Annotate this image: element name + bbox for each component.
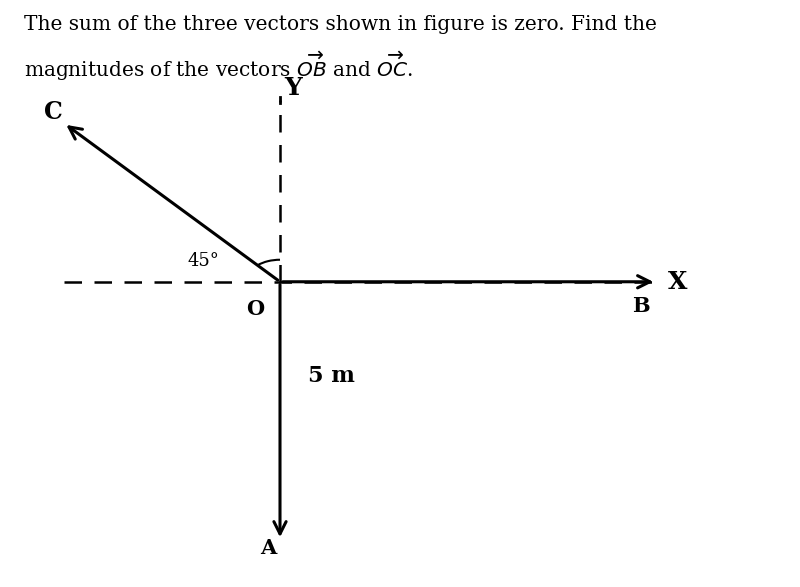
Text: C: C [44, 100, 62, 123]
Text: O: O [246, 299, 264, 319]
Text: The sum of the three vectors shown in figure is zero. Find the: The sum of the three vectors shown in fi… [24, 15, 657, 33]
Text: magnitudes of the vectors $\overrightarrow{OB}$ and $\overrightarrow{OC}$.: magnitudes of the vectors $\overrightarr… [24, 50, 413, 83]
Text: B: B [632, 296, 650, 316]
Text: 5 m: 5 m [308, 365, 355, 387]
Text: 45°: 45° [188, 252, 220, 270]
Text: Y: Y [284, 76, 302, 100]
Text: X: X [668, 270, 687, 294]
Text: A: A [260, 538, 276, 558]
